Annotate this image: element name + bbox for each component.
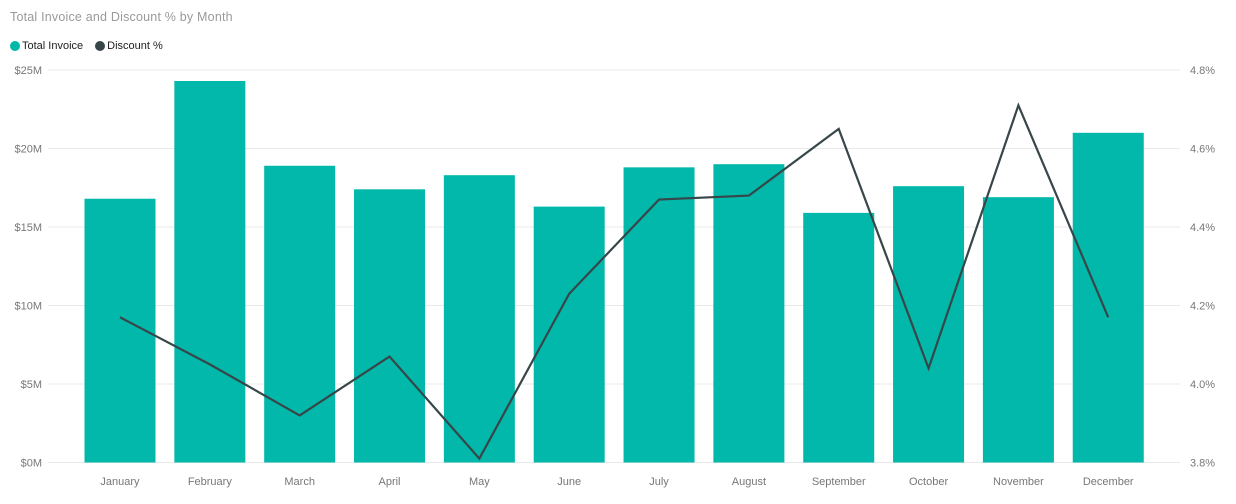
- left-axis-tick-label: $25M: [14, 65, 42, 77]
- right-axis-tick-label: 4.8%: [1190, 65, 1215, 77]
- bar-december[interactable]: [1072, 132, 1144, 463]
- legend-item-discount[interactable]: Discount %: [95, 40, 163, 52]
- bar-november[interactable]: [982, 197, 1054, 463]
- bar-june[interactable]: [533, 206, 605, 463]
- x-axis-label-march: March: [284, 476, 315, 488]
- legend-label-total-invoice: Total Invoice: [22, 40, 84, 52]
- bar-march[interactable]: [264, 165, 336, 463]
- bar-may[interactable]: [443, 175, 515, 463]
- left-axis-tick-label: $10M: [14, 301, 42, 313]
- chart-title: Total Invoice and Discount % by Month: [10, 10, 233, 24]
- left-axis-tick-label: $20M: [14, 144, 42, 156]
- x-axis-label-november: November: [993, 476, 1044, 488]
- bar-february[interactable]: [174, 80, 246, 463]
- x-axis-label-may: May: [469, 476, 490, 488]
- discount-line[interactable]: [119, 102, 1110, 461]
- bar-august[interactable]: [713, 164, 785, 463]
- legend-label-discount: Discount %: [107, 40, 163, 52]
- x-axis-label-december: December: [1083, 476, 1134, 488]
- legend-dot-total-invoice-icon: [10, 41, 20, 51]
- right-axis-tick-label: 4.4%: [1190, 222, 1215, 234]
- right-axis-tick-label: 3.8%: [1190, 458, 1215, 470]
- x-axis-label-august: August: [732, 476, 766, 488]
- left-axis-tick-label: $5M: [21, 379, 42, 391]
- right-axis-tick-label: 4.0%: [1190, 379, 1215, 391]
- legend-dot-discount-icon: [95, 41, 106, 51]
- bar-september[interactable]: [803, 212, 875, 463]
- bar-july[interactable]: [623, 167, 695, 463]
- right-axis-tick-label: 4.2%: [1190, 301, 1215, 313]
- x-axis-label-february: February: [188, 476, 233, 488]
- left-axis-tick-label: $0M: [21, 458, 42, 470]
- x-axis-label-april: April: [379, 476, 401, 488]
- left-axis-tick-label: $15M: [14, 222, 42, 234]
- legend-item-total-invoice[interactable]: Total Invoice: [10, 40, 83, 52]
- right-axis-tick-label: 4.6%: [1190, 144, 1215, 156]
- chart-legend: Total Invoice Discount %: [10, 40, 163, 52]
- x-axis-label-september: September: [812, 476, 866, 488]
- bar-april[interactable]: [354, 189, 426, 463]
- x-axis-label-june: June: [557, 476, 581, 488]
- x-axis-label-october: October: [909, 476, 948, 488]
- x-axis-label-july: July: [649, 476, 669, 488]
- x-axis-label-january: January: [100, 476, 140, 488]
- bar-october[interactable]: [893, 186, 965, 463]
